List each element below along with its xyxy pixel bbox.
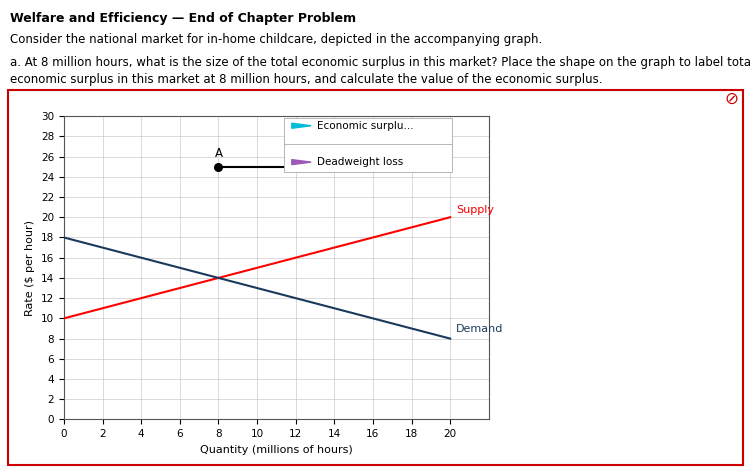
Y-axis label: Rate ($ per hour): Rate ($ per hour) [26, 220, 35, 316]
Text: B: B [292, 146, 300, 160]
Text: A: A [214, 146, 223, 160]
Text: Consider the national market for in-home childcare, depicted in the accompanying: Consider the national market for in-home… [10, 33, 542, 46]
Text: economic surplus in this market at 8 million hours, and calculate the value of t: economic surplus in this market at 8 mil… [10, 73, 602, 86]
Text: Deadweight loss: Deadweight loss [317, 157, 403, 167]
FancyBboxPatch shape [284, 145, 452, 172]
Polygon shape [292, 160, 311, 164]
Text: Supply: Supply [456, 205, 494, 215]
Text: ⊘: ⊘ [725, 90, 738, 108]
Text: Economic surplu...: Economic surplu... [317, 121, 414, 131]
Text: Demand: Demand [456, 324, 503, 334]
FancyBboxPatch shape [284, 118, 452, 146]
Text: Welfare and Efficiency — End of Chapter Problem: Welfare and Efficiency — End of Chapter … [10, 12, 356, 25]
Polygon shape [292, 123, 311, 128]
X-axis label: Quantity (millions of hours): Quantity (millions of hours) [200, 445, 353, 455]
Text: a. At 8 million hours, what is the size of the total economic surplus in this ma: a. At 8 million hours, what is the size … [10, 56, 752, 69]
